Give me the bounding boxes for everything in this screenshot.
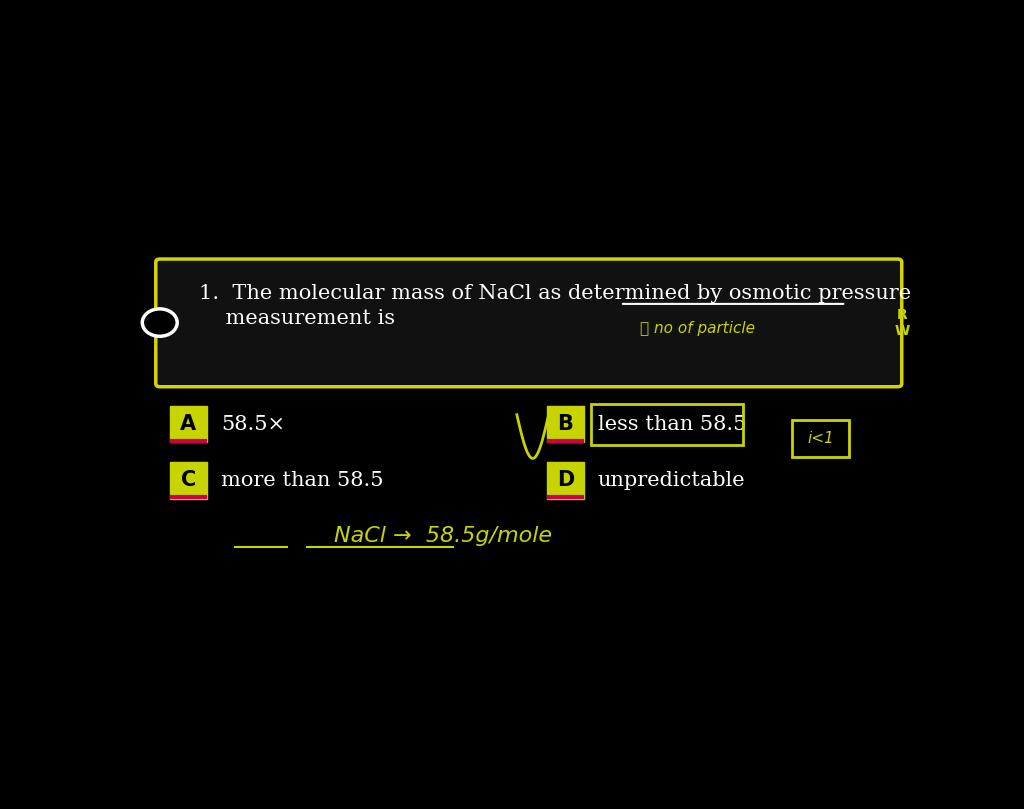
FancyBboxPatch shape [547,462,584,498]
FancyBboxPatch shape [170,406,207,443]
Text: B: B [557,414,573,434]
Text: more than 58.5: more than 58.5 [221,471,383,489]
Text: NaCl →  58.5g/mole: NaCl → 58.5g/mole [334,526,553,546]
Text: less than 58.5: less than 58.5 [598,415,746,434]
Text: 58.5×: 58.5× [221,415,285,434]
Text: i<1: i<1 [807,431,834,446]
Text: 1.  The molecular mass of NaCl as determined by osmotic pressure: 1. The molecular mass of NaCl as determi… [200,284,911,303]
FancyBboxPatch shape [793,421,849,456]
Text: measurement is: measurement is [200,309,395,328]
FancyBboxPatch shape [547,406,584,443]
Text: D: D [557,470,573,490]
Text: C: C [180,470,196,490]
Circle shape [142,309,177,337]
Text: ⤷ no of particle: ⤷ no of particle [640,321,755,337]
Text: R: R [896,308,907,322]
Text: A: A [180,414,197,434]
FancyBboxPatch shape [156,259,902,387]
FancyBboxPatch shape [170,462,207,498]
Text: unpredictable: unpredictable [598,471,745,489]
Text: W: W [894,324,909,337]
